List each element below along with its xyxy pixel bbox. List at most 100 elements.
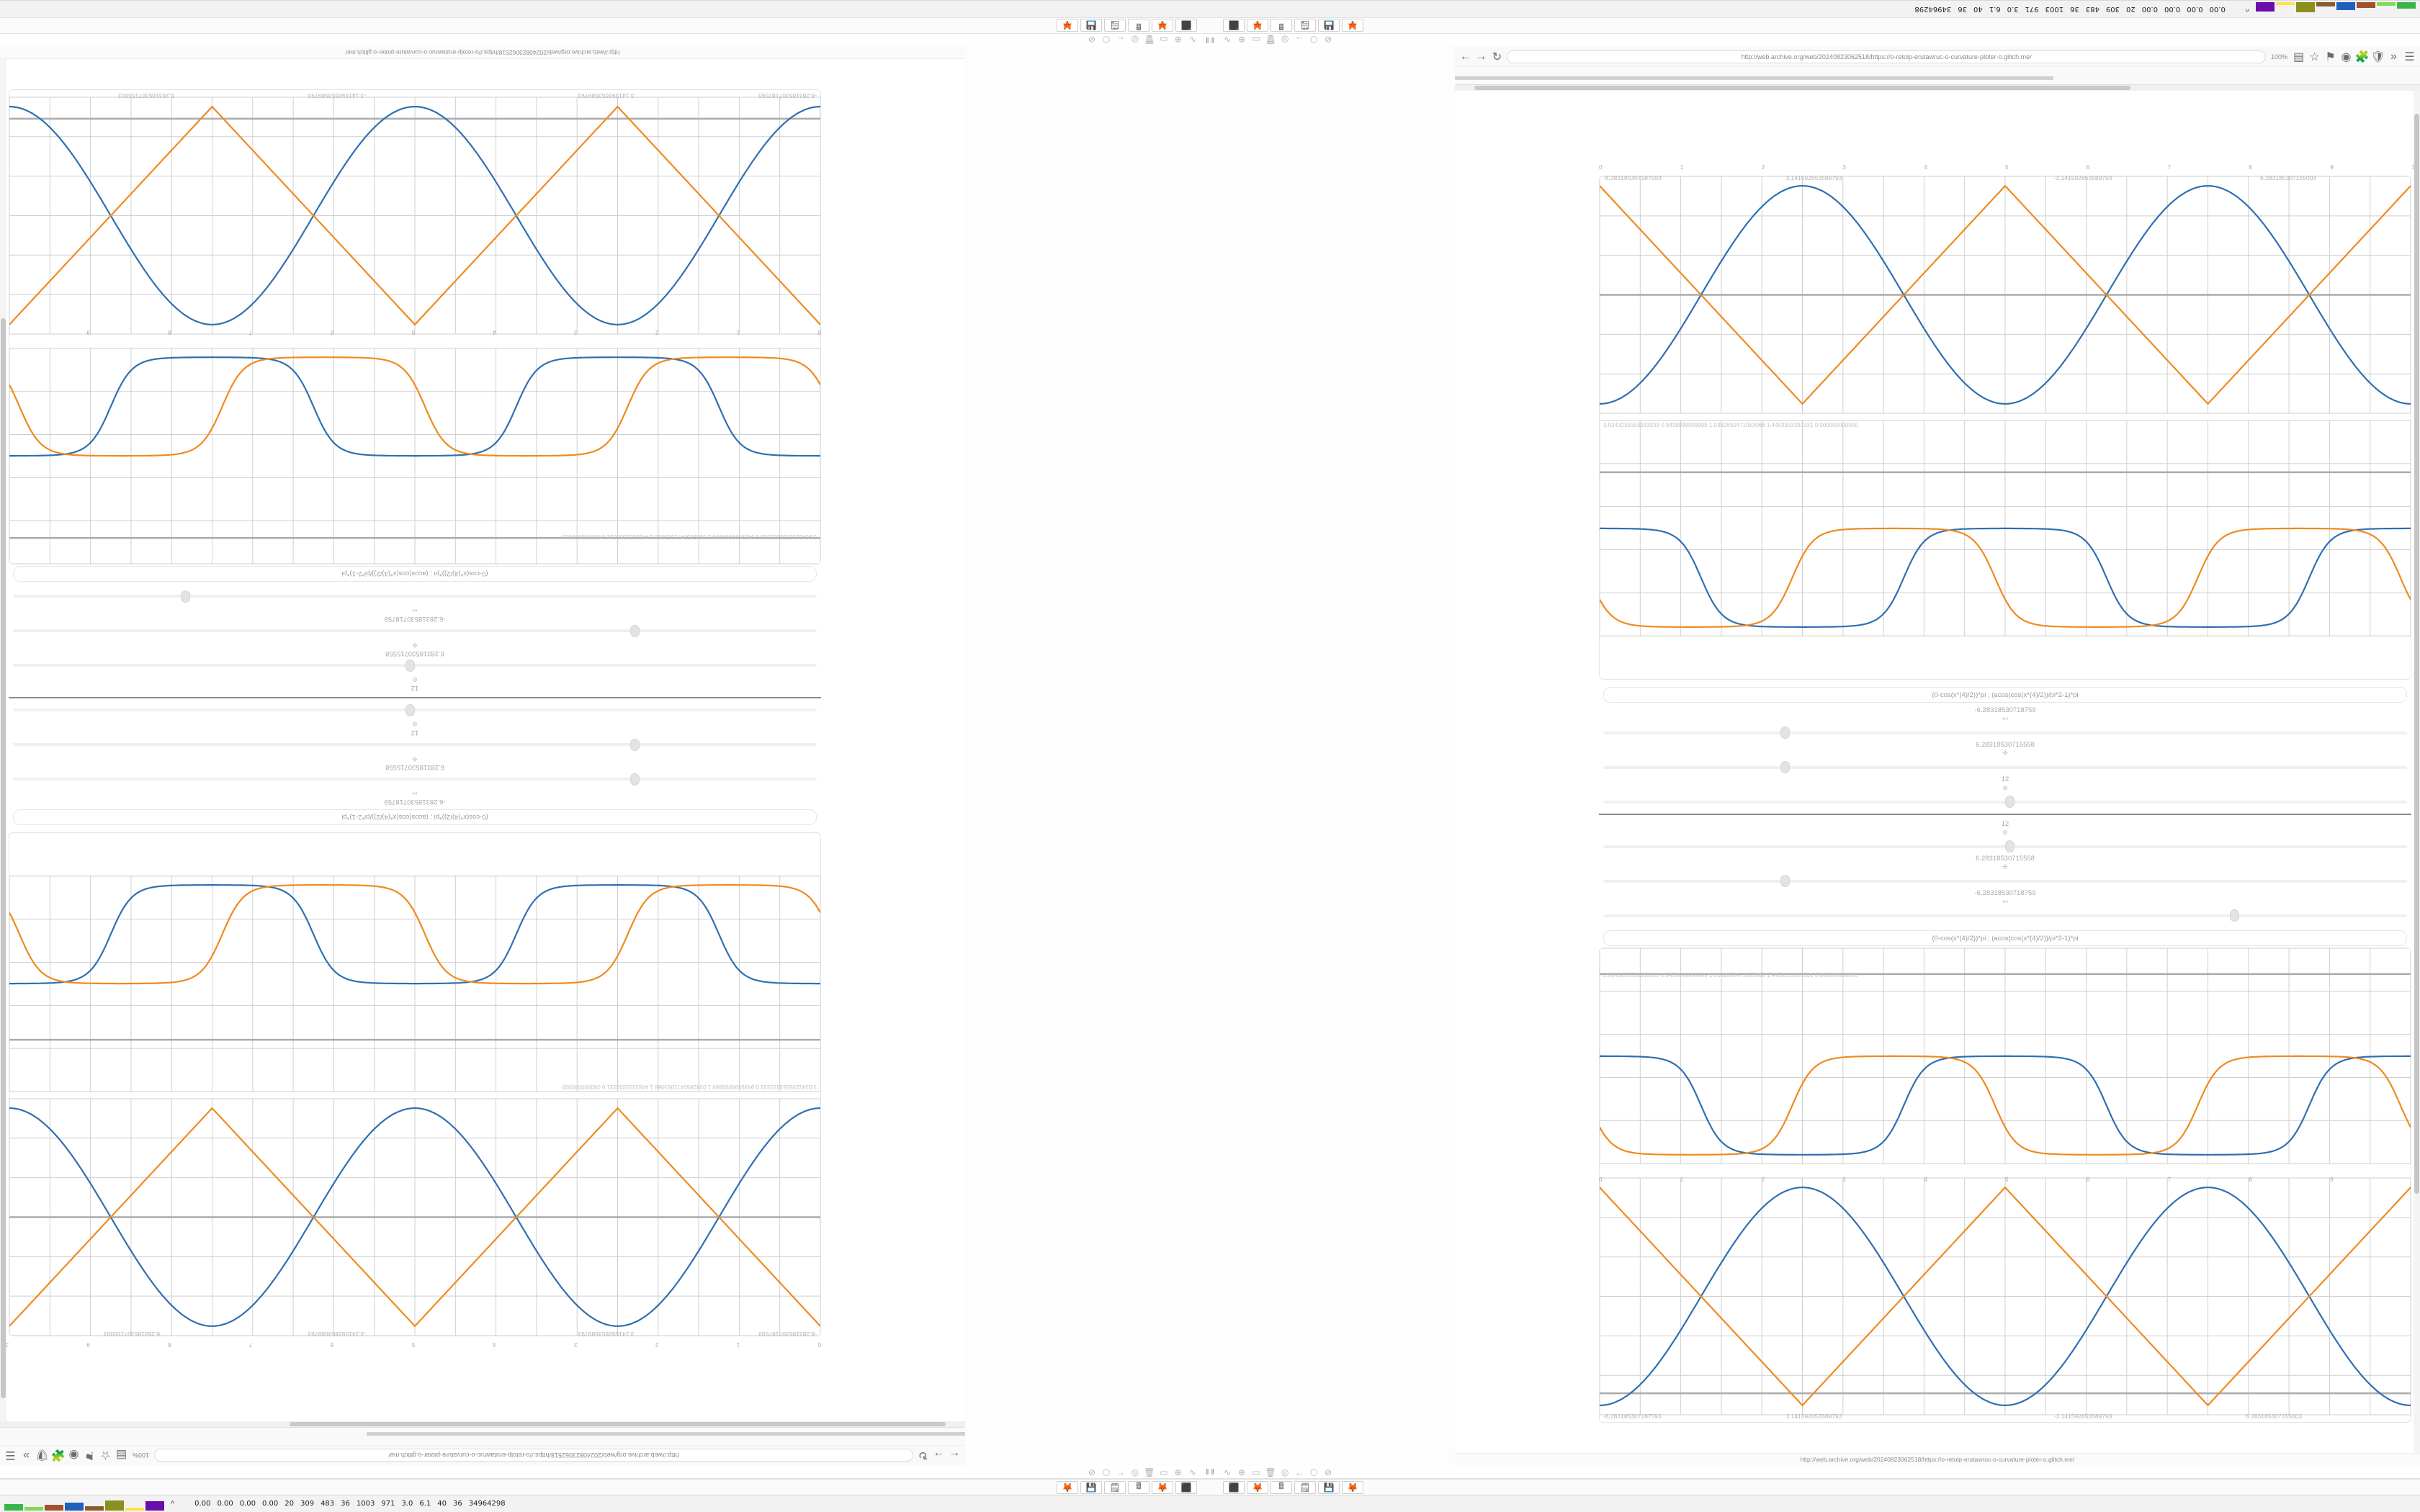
chart-card-top[interactable]: [1599, 176, 2411, 680]
chevron-up-icon[interactable]: ^: [2245, 4, 2249, 14]
window-list-top[interactable]: ⊘ ⬡ → ◎ 🗑 ▭ ⊕ ∿ ‖ ‖ ∿ ⊕ ▭ 🗑 ◎ ← ⬡ ⊘: [0, 33, 2420, 46]
slider-track[interactable]: [1603, 726, 2407, 739]
hamburger-menu-icon[interactable]: ☰: [2404, 51, 2415, 63]
overflow-chevrons-icon[interactable]: »: [2390, 50, 2397, 63]
browser-window-left[interactable]: ← → ↻ http://web.archive.org/web/2024082…: [0, 48, 965, 1464]
window-icon[interactable]: ▭: [1160, 1467, 1168, 1477]
formula-input-bottom[interactable]: (0-cos(x*(4)/2))*pi ; (acos(cos(x*(4)/2)…: [1603, 930, 2407, 946]
bookmarks-toolbar[interactable]: [0, 1436, 965, 1446]
slider-knob[interactable]: [1780, 726, 1790, 739]
notepad-icon[interactable]: 🗒: [1104, 1480, 1126, 1494]
slider-knob[interactable]: [180, 590, 190, 603]
slider-track[interactable]: [13, 625, 817, 637]
range-min-slider[interactable]: -6.28318530718759 ↤: [9, 772, 821, 806]
arrow-right-icon[interactable]: →: [1116, 1467, 1125, 1477]
slider-knob[interactable]: [2230, 909, 2240, 922]
globe-icon[interactable]: ⊕: [1238, 1467, 1246, 1477]
range-max-slider-2[interactable]: 6.28318530715558 ✢: [9, 624, 821, 658]
firefox-icon[interactable]: 🦊: [1247, 1480, 1268, 1494]
trash-icon[interactable]: 🗑: [1144, 35, 1155, 45]
url-bar[interactable]: http://web.archive.org/web/2024082306251…: [1507, 50, 2266, 63]
firefox-icon[interactable]: 🦊: [1247, 19, 1268, 32]
forward-arrow-icon[interactable]: →: [933, 1449, 945, 1462]
globe-icon[interactable]: ⊕: [1174, 1467, 1182, 1477]
taskbar-top[interactable]: 🦊 💾 🗒 🖩 🦊 ⬛ ⬛ 🦊 🖩 🗒 💾 🦊: [0, 17, 2420, 33]
browser-window-right[interactable]: ← → ↻ http://web.archive.org/web/2024082…: [1455, 48, 2420, 1464]
slider-knob[interactable]: [1780, 875, 1790, 887]
hamburger-menu-icon[interactable]: ☰: [5, 1449, 16, 1461]
save-disk-icon[interactable]: 💾: [1318, 1480, 1340, 1494]
account-icon[interactable]: ◉: [2341, 51, 2352, 63]
shield-icon[interactable]: ⬡: [1309, 35, 1318, 45]
save-disk-icon[interactable]: 💾: [1080, 1480, 1102, 1494]
globe-icon[interactable]: ⊕: [1174, 35, 1182, 45]
curve-icon[interactable]: ∿: [1188, 1467, 1196, 1477]
no-entry-icon[interactable]: ⊘: [1325, 1467, 1332, 1477]
window-icon[interactable]: ▭: [1252, 1467, 1260, 1477]
range-min-slider[interactable]: -6.28318530718759 ↤: [1599, 706, 2411, 740]
back-arrow-icon[interactable]: ←: [1459, 50, 1471, 63]
firefox-icon[interactable]: 🦊: [1342, 1480, 1363, 1494]
no-entry-icon[interactable]: ⊘: [1088, 35, 1095, 45]
notepad-icon[interactable]: 🗒: [1104, 19, 1126, 32]
taskbar-bottom[interactable]: 🦊 💾 🗒 🖩 🦊 ⬛ ⬛ 🦊 🖩 🗒 💾 🦊: [0, 1479, 2420, 1495]
firefox-icon[interactable]: 🦊: [1152, 1480, 1173, 1494]
bookmark-star-icon[interactable]: ☆: [100, 1449, 111, 1461]
scrollbar-thumb[interactable]: [2414, 114, 2419, 1194]
lock-icon[interactable]: ◎: [1131, 1467, 1139, 1477]
trash-icon[interactable]: 🗑: [1265, 1467, 1276, 1477]
trash-icon[interactable]: 🗑: [1144, 1467, 1155, 1477]
overflow-chevrons-icon[interactable]: »: [23, 1449, 30, 1462]
reload-icon[interactable]: ↻: [1492, 51, 1502, 63]
shield-icon[interactable]: ⬡: [1102, 35, 1111, 45]
taskbar-launchers-bottom[interactable]: 🦊 💾 🗒 🖩 🦊 ⬛ ⬛ 🦊 🖩 🗒 💾 🦊: [1057, 1480, 1363, 1494]
calculator-icon[interactable]: 🖩: [1128, 19, 1150, 32]
save-disk-icon[interactable]: 💾: [1318, 19, 1340, 32]
shield-icon[interactable]: 🛡: [2370, 51, 2385, 63]
firefox-icon[interactable]: 🦊: [1057, 1480, 1078, 1494]
slider-knob[interactable]: [405, 704, 415, 716]
slider-track[interactable]: [13, 660, 817, 672]
calculator-icon[interactable]: 🖩: [1270, 19, 1292, 32]
scrollbar-thumb[interactable]: [1, 318, 6, 1398]
firefox-icon[interactable]: 🦊: [1152, 19, 1173, 32]
reload-icon[interactable]: ↻: [918, 1449, 928, 1461]
curve-icon[interactable]: ∿: [1224, 1467, 1232, 1477]
slider-knob[interactable]: [630, 739, 640, 751]
window-icon[interactable]: ▭: [1252, 35, 1260, 45]
forward-arrow-icon[interactable]: →: [1475, 50, 1487, 63]
reader-icon[interactable]: ▤: [115, 1449, 127, 1461]
zoom-level-label[interactable]: 100%: [133, 1452, 150, 1459]
window-icon[interactable]: ▭: [1160, 35, 1168, 45]
slider-knob[interactable]: [630, 773, 640, 786]
controls-panel[interactable]: -6.28318530718759 ↤ 6.28318530715558 ✢ 12 ⊚ 12…: [9, 590, 821, 806]
slider-track[interactable]: [13, 773, 817, 786]
chevron-up-icon-bottom[interactable]: ^: [171, 1499, 175, 1508]
slider-track[interactable]: [1603, 761, 2407, 773]
controls-panel[interactable]: -6.28318530718759 ↤ 6.28318530715558 ✢ 12 ⊚ 12…: [1599, 706, 2411, 922]
calculator-icon[interactable]: 🖩: [1128, 1480, 1150, 1494]
formula-input-top[interactable]: (0-cos(x*(4)/2))*pi ; (acos(cos(x*(4)/2)…: [1603, 687, 2407, 703]
range-min-slider-2[interactable]: -6.28318530718759 ↤: [1599, 888, 2411, 923]
slider-knob[interactable]: [2005, 796, 2015, 808]
trash-icon[interactable]: 🗑: [1265, 35, 1276, 45]
formula-input-top[interactable]: (0-cos(x*(4)/2))*pi ; (acos(cos(x*(4)/2)…: [13, 809, 817, 825]
account-icon[interactable]: ◉: [68, 1449, 79, 1461]
slider-track[interactable]: [13, 739, 817, 751]
firefox-icon[interactable]: 🦊: [1057, 19, 1078, 32]
slider-track[interactable]: [13, 590, 817, 603]
zoom-level-label[interactable]: 100%: [2270, 53, 2287, 60]
arrow-right-icon[interactable]: →: [1295, 35, 1304, 45]
bookmarks-toolbar[interactable]: [1455, 66, 2420, 76]
range-max-slider-2[interactable]: 6.28318530715558 ✢: [1599, 854, 2411, 888]
terminal-icon[interactable]: ⬛: [1175, 19, 1197, 32]
shield-icon[interactable]: 🛡: [35, 1449, 50, 1461]
save-disk-icon[interactable]: 💾: [1080, 19, 1102, 32]
globe-icon[interactable]: ⊕: [1238, 35, 1246, 45]
vertical-scrollbar[interactable]: [2414, 85, 2420, 1453]
horizontal-scrollbar[interactable]: [1455, 85, 2420, 91]
slider-knob[interactable]: [405, 660, 415, 672]
formula-input-bottom[interactable]: (0-cos(x*(4)/2))*pi ; (acos(cos(x*(4)/2)…: [13, 566, 817, 582]
no-entry-icon[interactable]: ⊘: [1088, 1467, 1095, 1477]
slider-track[interactable]: [1603, 796, 2407, 808]
